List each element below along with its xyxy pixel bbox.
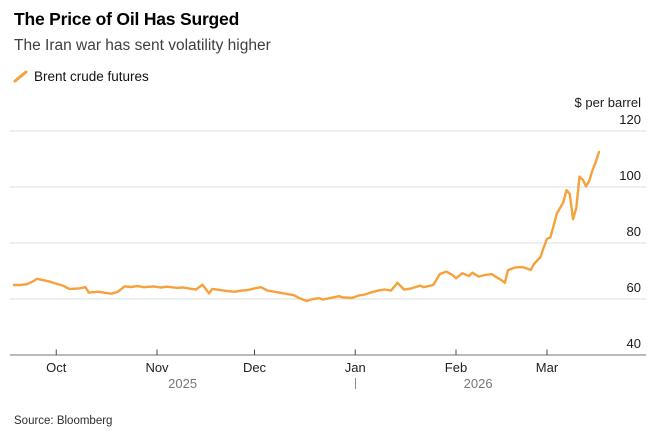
month-label: Dec [242,360,267,375]
month-label: Mar [535,360,559,375]
legend-line-icon [13,70,28,83]
year-divider [355,378,357,389]
month-label: Feb [444,360,468,375]
page-title: The Price of Oil Has Surged [14,9,240,29]
chart-subtitle: The Iran war has sent volatility higher [14,37,271,54]
y-tick-label: 40 [626,336,641,351]
y-tick-label: 80 [626,224,641,239]
y-tick-label: 60 [626,280,641,295]
month-label: Oct [46,360,67,375]
y-axis-unit-label: $ per barrel [574,95,641,110]
month-label: Nov [145,360,169,375]
y-tick-label: 100 [619,168,641,183]
source-note: Source: Bloomberg [14,415,113,427]
legend-label: Brent crude futures [34,69,149,84]
year-label: 2025 [168,376,198,391]
brent-price-line [12,150,601,303]
month-label: Jan [344,360,366,375]
y-tick-label: 120 [619,112,641,127]
chart-legend: Brent crude futures [13,69,149,84]
year-label: 2026 [463,376,493,391]
